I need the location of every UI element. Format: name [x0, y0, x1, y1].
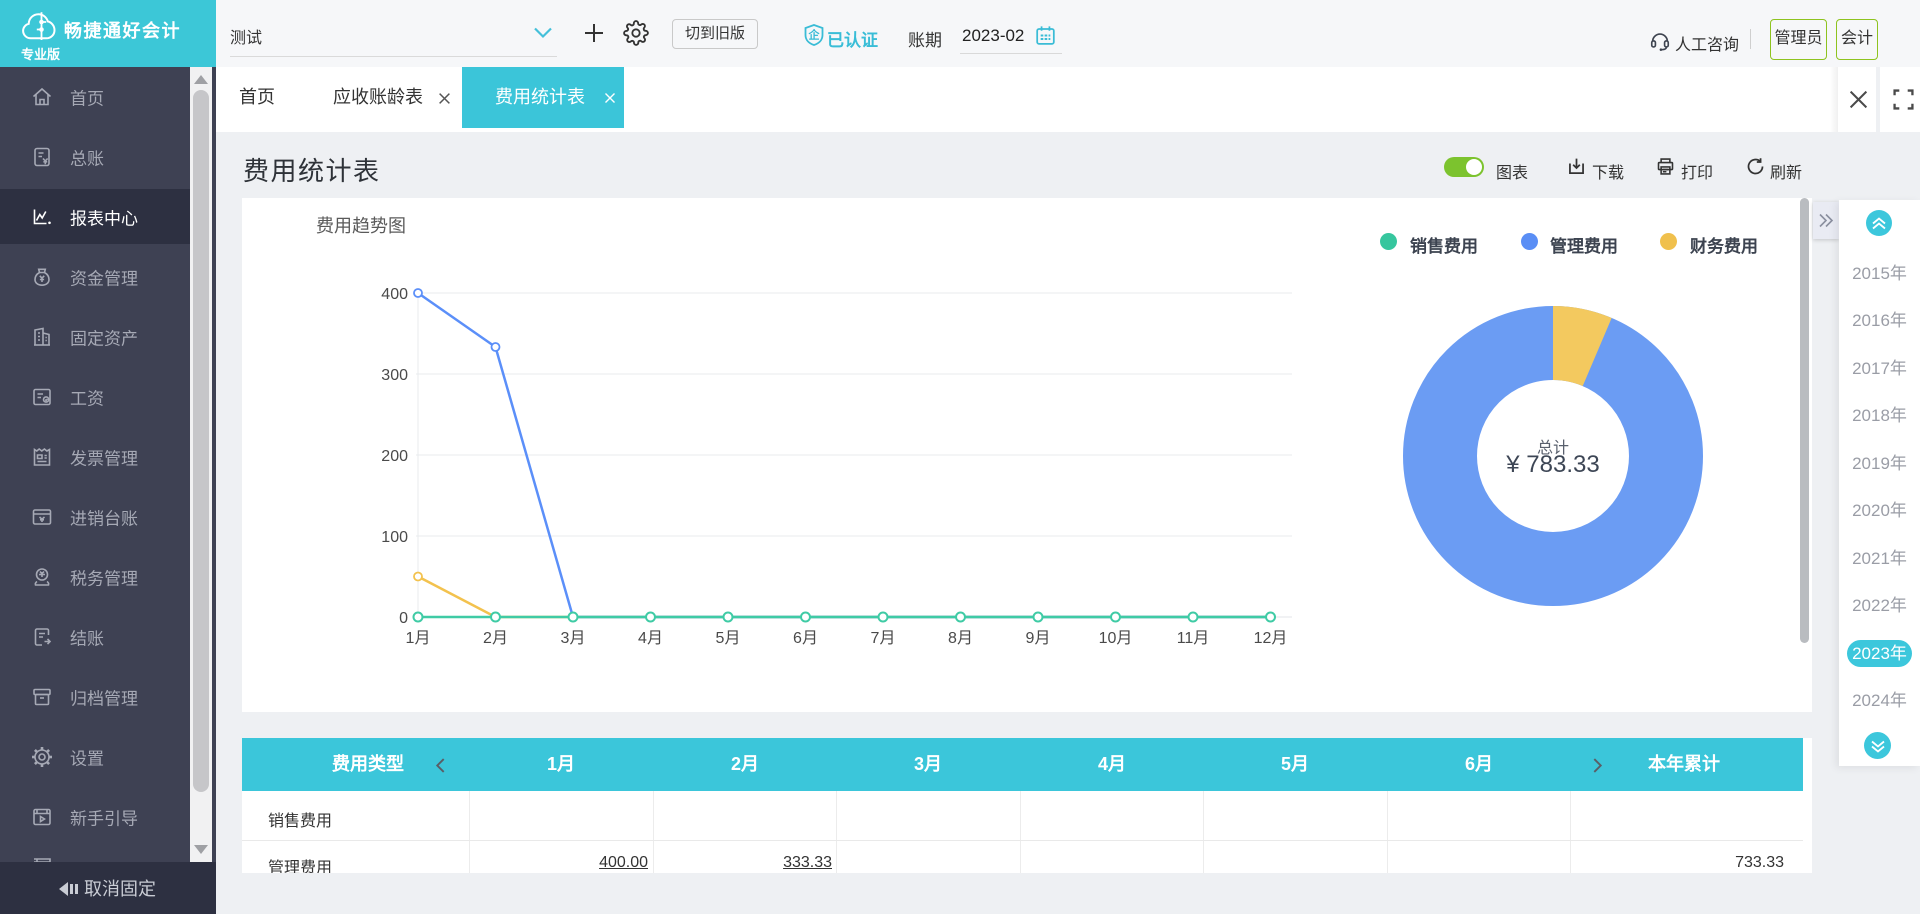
svg-text:3月: 3月: [561, 630, 586, 647]
svg-text:11月: 11月: [1177, 630, 1210, 647]
svg-text:0: 0: [399, 610, 408, 627]
svg-text:4月: 4月: [638, 630, 663, 647]
svg-text:6月: 6月: [793, 630, 818, 647]
svg-text:8月: 8月: [948, 630, 973, 647]
svg-text:12月: 12月: [1254, 630, 1288, 647]
svg-text:200: 200: [381, 448, 408, 465]
svg-text:企: 企: [808, 28, 821, 42]
svg-text:10月: 10月: [1099, 630, 1133, 647]
svg-text:5月: 5月: [716, 630, 741, 647]
svg-text:1月: 1月: [406, 630, 431, 647]
svg-text:100: 100: [381, 529, 408, 546]
svg-text:9月: 9月: [1026, 630, 1051, 647]
svg-text:2月: 2月: [483, 630, 508, 647]
svg-text:300: 300: [381, 367, 408, 384]
svg-text:7月: 7月: [871, 630, 896, 647]
svg-text:400: 400: [381, 286, 408, 303]
